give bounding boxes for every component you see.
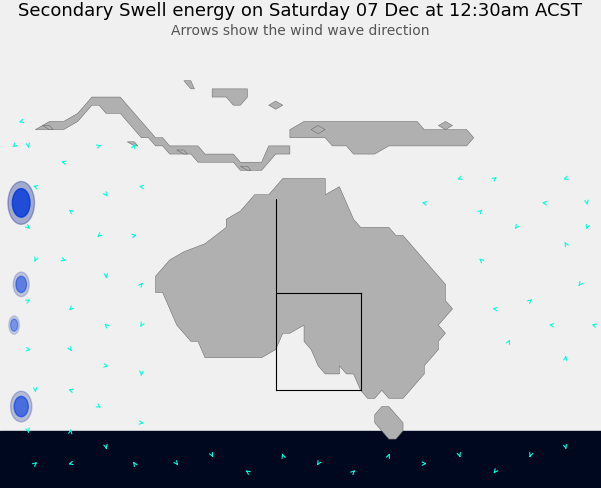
- Polygon shape: [240, 166, 251, 170]
- Ellipse shape: [16, 276, 26, 292]
- Text: Secondary Swell energy on Saturday 07 Dec at 12:30am ACST: Secondary Swell energy on Saturday 07 De…: [19, 2, 582, 20]
- Ellipse shape: [13, 189, 30, 217]
- Polygon shape: [43, 125, 53, 130]
- Ellipse shape: [11, 319, 17, 331]
- Ellipse shape: [8, 182, 34, 224]
- Polygon shape: [127, 142, 138, 146]
- Ellipse shape: [14, 396, 28, 417]
- Polygon shape: [212, 89, 248, 105]
- Polygon shape: [311, 125, 325, 134]
- Ellipse shape: [13, 272, 29, 297]
- Polygon shape: [375, 407, 403, 439]
- Polygon shape: [269, 101, 283, 109]
- Ellipse shape: [9, 316, 19, 334]
- Polygon shape: [438, 122, 453, 130]
- Polygon shape: [156, 179, 453, 398]
- Text: Arrows show the wind wave direction: Arrows show the wind wave direction: [171, 24, 430, 38]
- Ellipse shape: [11, 391, 32, 422]
- Polygon shape: [35, 97, 290, 170]
- Polygon shape: [184, 81, 195, 89]
- Polygon shape: [177, 150, 188, 154]
- Polygon shape: [290, 122, 474, 154]
